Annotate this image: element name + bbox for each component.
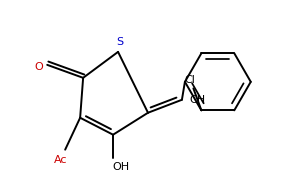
Text: Ac: Ac [53, 155, 67, 165]
Text: OH: OH [113, 162, 130, 172]
Text: O: O [35, 62, 44, 72]
Text: S: S [117, 37, 124, 47]
Text: Cl: Cl [184, 75, 195, 85]
Text: CH: CH [190, 95, 206, 105]
